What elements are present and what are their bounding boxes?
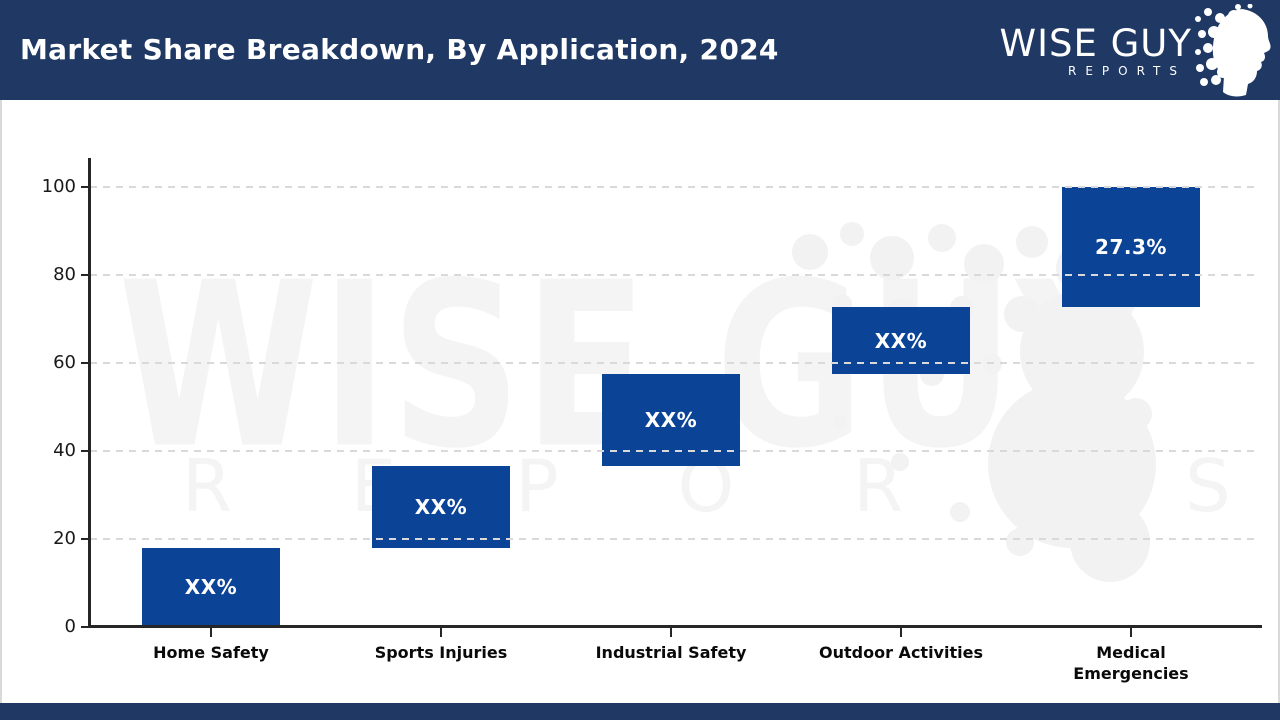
- y-tick-label-80: 80: [53, 264, 76, 285]
- y-tick-label-20: 20: [53, 528, 76, 549]
- bar-value-label: XX%: [184, 575, 238, 600]
- bar-medical-emergencies: 27.3%: [1062, 187, 1200, 308]
- category-label-line: Home Safety: [153, 643, 269, 662]
- bar-value-label: 27.3%: [1095, 235, 1167, 260]
- logo: WISE GUY REPORTS: [1000, 0, 1274, 100]
- chart-title: Market Share Breakdown, By Application, …: [20, 33, 779, 66]
- gridline-20: [90, 538, 1258, 540]
- x-tick-sports-injuries: [440, 628, 442, 637]
- bar-value-label: XX%: [644, 407, 698, 432]
- category-label-industrial-safety: Industrial Safety: [556, 642, 786, 663]
- bar-value-label: XX%: [414, 494, 468, 519]
- header-bar: Market Share Breakdown, By Application, …: [0, 0, 1280, 100]
- category-label-home-safety: Home Safety: [96, 642, 326, 663]
- y-tick-label-0: 0: [64, 616, 76, 637]
- category-label-line: Sports Injuries: [374, 643, 508, 662]
- bar-home-safety: XX%: [142, 547, 280, 627]
- plot-area: XX% XX% XX% XX% 27.3% 0 20 40 60 80 100 Home Safety…: [0, 100, 1280, 703]
- category-label-sports-injuries: Sports Injuries: [326, 642, 556, 663]
- gridline-40: [90, 450, 1258, 452]
- x-axis-line: [88, 625, 1262, 628]
- bar-value-label: XX%: [874, 328, 928, 353]
- logo-face-icon: [1195, 4, 1271, 97]
- y-tick-60: [81, 362, 89, 364]
- y-axis-line: [88, 158, 91, 628]
- x-tick-medical-emergencies: [1130, 628, 1132, 637]
- logo-reports-text: REPORTS: [1067, 64, 1186, 78]
- y-tick-label-40: 40: [53, 440, 76, 461]
- x-tick-home-safety: [210, 628, 212, 637]
- y-tick-80: [81, 274, 89, 276]
- y-tick-100: [81, 186, 89, 188]
- category-label-line: Industrial Safety: [595, 643, 747, 662]
- category-label-outdoor-activities: Outdoor Activities: [786, 642, 1016, 663]
- category-label-medical-emergencies: Medical Emergencies: [1016, 642, 1246, 684]
- gridline-80: [90, 274, 1258, 276]
- gridline-100: [90, 186, 1258, 188]
- y-tick-20: [81, 538, 89, 540]
- y-tick-0: [81, 626, 89, 628]
- footer-bar: [0, 703, 1280, 720]
- category-label-line: Medical: [1096, 643, 1166, 662]
- category-label-line: Emergencies: [1073, 664, 1189, 683]
- bar-industrial-safety: XX%: [602, 374, 740, 466]
- x-tick-industrial-safety: [670, 628, 672, 637]
- gridline-60: [90, 362, 1258, 364]
- y-tick-label-100: 100: [41, 176, 76, 197]
- category-label-line: Outdoor Activities: [819, 643, 983, 662]
- bar-sports-injuries: XX%: [372, 465, 510, 548]
- x-tick-outdoor-activities: [900, 628, 902, 637]
- logo-wiseguy-text: WISE GUY: [999, 22, 1192, 65]
- right-border: [1278, 100, 1280, 703]
- y-tick-label-60: 60: [53, 352, 76, 373]
- left-border: [0, 100, 2, 703]
- y-tick-40: [81, 450, 89, 452]
